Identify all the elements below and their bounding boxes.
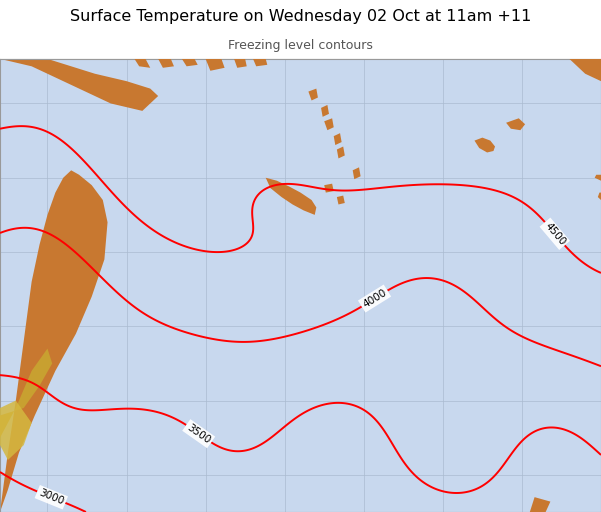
Polygon shape xyxy=(135,59,150,68)
Polygon shape xyxy=(353,167,361,179)
Polygon shape xyxy=(234,59,247,68)
Polygon shape xyxy=(324,184,334,193)
Polygon shape xyxy=(308,89,318,100)
Polygon shape xyxy=(206,59,225,71)
Text: 4500: 4500 xyxy=(543,221,567,247)
Polygon shape xyxy=(253,59,267,67)
Polygon shape xyxy=(0,59,108,512)
Text: Freezing level contours: Freezing level contours xyxy=(228,39,373,52)
Polygon shape xyxy=(334,133,341,145)
Polygon shape xyxy=(0,349,52,438)
Polygon shape xyxy=(598,193,601,200)
Text: 4000: 4000 xyxy=(361,287,388,310)
Polygon shape xyxy=(337,146,345,158)
Polygon shape xyxy=(474,138,495,153)
Polygon shape xyxy=(594,175,601,181)
Polygon shape xyxy=(0,59,158,111)
Polygon shape xyxy=(324,118,334,130)
Polygon shape xyxy=(0,400,32,460)
Polygon shape xyxy=(158,59,174,68)
Polygon shape xyxy=(182,59,198,67)
Polygon shape xyxy=(321,105,329,117)
Text: 3500: 3500 xyxy=(185,422,212,445)
Text: 3000: 3000 xyxy=(37,488,66,507)
Text: Surface Temperature on Wednesday 02 Oct at 11am +11: Surface Temperature on Wednesday 02 Oct … xyxy=(70,9,531,24)
Polygon shape xyxy=(337,196,345,204)
Polygon shape xyxy=(569,59,601,81)
Polygon shape xyxy=(506,118,525,130)
Polygon shape xyxy=(266,178,316,215)
Polygon shape xyxy=(530,497,551,512)
